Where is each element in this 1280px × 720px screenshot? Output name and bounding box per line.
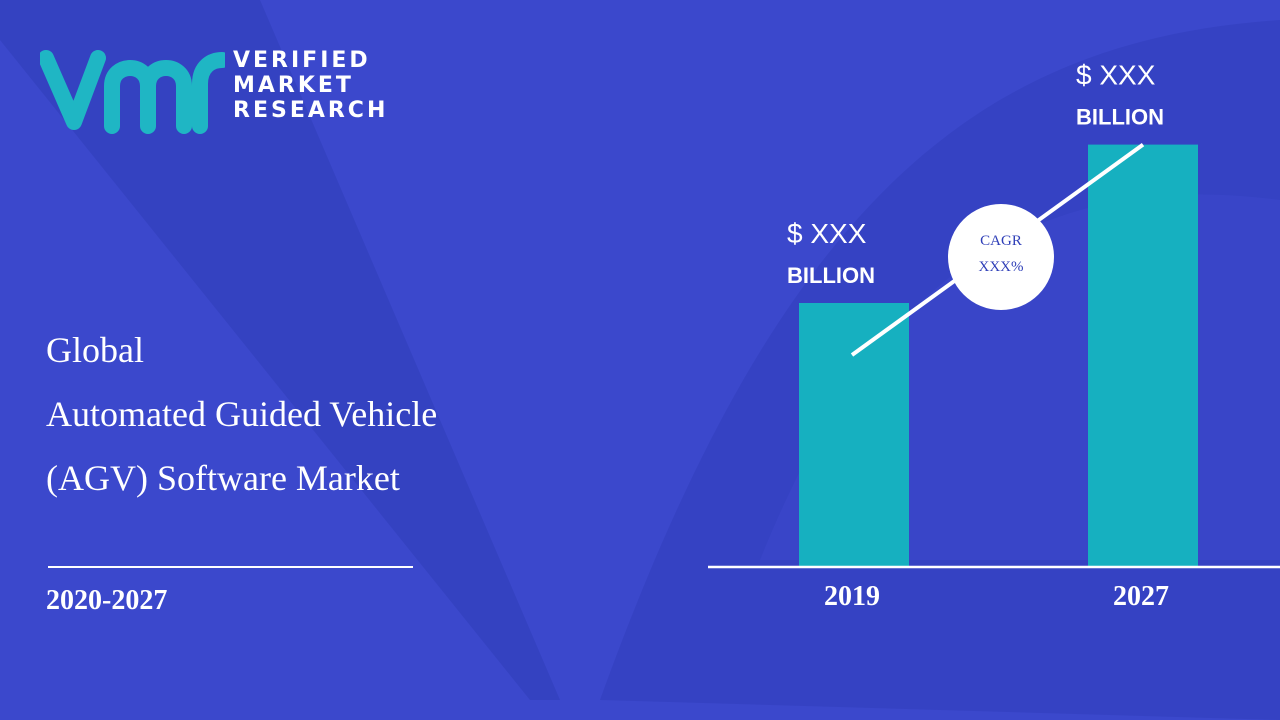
brand-logo: VERIFIED MARKET RESEARCH — [40, 48, 400, 134]
cagr-value: XXX% — [979, 259, 1024, 275]
x-tick-2027: 2027 — [1113, 581, 1169, 612]
bar-value-unit-2019: BILLION — [787, 263, 875, 288]
brand-line-3: RESEARCH — [233, 98, 389, 123]
report-title: Global Automated Guided Vehicle (AGV) So… — [46, 318, 437, 510]
title-line-1: Global — [46, 330, 144, 370]
title-line-2: Automated Guided Vehicle — [46, 394, 438, 434]
brand-name: VERIFIED MARKET RESEARCH — [233, 48, 388, 123]
x-tick-2019: 2019 — [824, 581, 880, 612]
cagr-badge — [948, 204, 1054, 310]
brand-line-2: MARKET — [233, 73, 354, 98]
vmr-logo-icon — [40, 50, 225, 134]
bar-2027 — [1088, 144, 1198, 567]
cagr-label: CAGR — [980, 233, 1022, 249]
forecast-period: 2020-2027 — [46, 585, 168, 616]
title-divider — [48, 566, 413, 568]
bar-value-unit-2027: BILLION — [1076, 105, 1164, 130]
bar-value-amount-2019: $ XXX — [787, 218, 867, 249]
bar-2019 — [799, 303, 909, 567]
title-line-3: (AGV) Software Market — [46, 458, 400, 498]
brand-line-1: VERIFIED — [233, 48, 371, 73]
bar-value-amount-2027: $ XXX — [1076, 60, 1156, 91]
